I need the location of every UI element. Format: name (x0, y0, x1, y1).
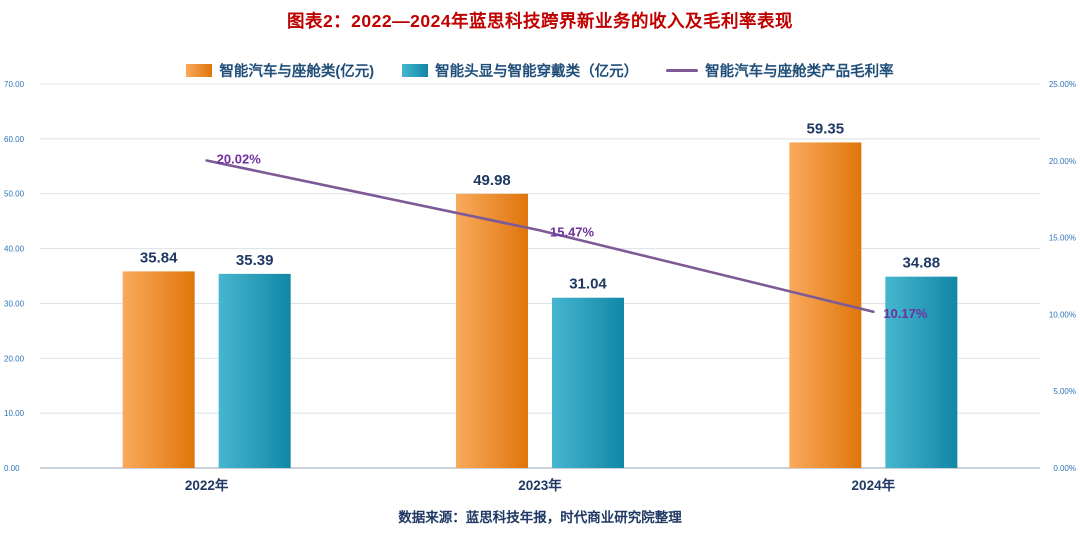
bar-value-label: 49.98 (473, 172, 511, 189)
legend-label: 智能头显与智能穿戴类（亿元） (435, 64, 639, 80)
bar (552, 297, 624, 468)
bar-value-label: 34.88 (903, 255, 941, 272)
bar-value-label: 35.84 (140, 249, 178, 266)
legend-label: 智能汽车与座舱类(亿元) (219, 64, 375, 80)
legend-bar-swatch (402, 64, 429, 77)
right-axis-tick: 0.00% (1053, 464, 1076, 473)
source-note: 数据来源：蓝思科技年报，时代商业研究院整理 (398, 510, 682, 525)
left-axis-tick: 10.00 (4, 409, 25, 418)
legend-item: 智能汽车与座舱类产品毛利率 (666, 60, 894, 81)
bar-value-label: 59.35 (807, 120, 845, 137)
left-axis-tick: 20.00 (4, 354, 25, 363)
bar (456, 193, 528, 468)
right-axis-tick: 20.00% (1049, 157, 1076, 166)
legend-item: 智能头显与智能穿戴类（亿元） (402, 60, 638, 81)
bar (218, 273, 291, 468)
left-axis-tick: 40.00 (4, 245, 25, 254)
right-axis-tick: 10.00% (1049, 310, 1076, 319)
left-axis-tick: 0.00 (4, 464, 20, 473)
left-axis-tick: 70.00 (4, 80, 25, 89)
line-value-label: 10.17% (883, 306, 928, 321)
x-axis-category-label: 2022年 (185, 477, 229, 493)
line-value-label: 20.02% (217, 151, 262, 166)
x-axis-category-label: 2023年 (518, 477, 562, 493)
legend-line-swatch (666, 69, 699, 72)
gross-margin-line (205, 159, 875, 314)
left-axis-tick: 60.00 (4, 135, 25, 144)
legend-label: 智能汽车与座舱类产品毛利率 (705, 64, 894, 80)
bar-value-label: 35.39 (236, 252, 274, 269)
right-axis-tick: 5.00% (1053, 387, 1076, 396)
bar (122, 271, 195, 468)
legend-item: 智能汽车与座舱类(亿元) (186, 60, 374, 81)
legend-bar-swatch (186, 64, 213, 77)
x-axis-category-label: 2024年 (852, 477, 896, 493)
chart-title: 图表2：2022—2024年蓝思科技跨界新业务的收入及毛利率表现 (286, 11, 794, 31)
line-value-label: 15.47% (550, 224, 595, 239)
left-axis-tick: 30.00 (4, 299, 25, 308)
legend: 智能汽车与座舱类(亿元) 智能头显与智能穿戴类（亿元） 智能汽车与座舱类产品毛利率 (0, 60, 1080, 81)
bar-value-label: 31.04 (569, 276, 607, 293)
right-axis-tick: 15.00% (1049, 234, 1076, 243)
right-axis-tick: 25.00% (1049, 80, 1076, 89)
left-axis-tick: 50.00 (4, 190, 25, 199)
bar (885, 276, 958, 468)
